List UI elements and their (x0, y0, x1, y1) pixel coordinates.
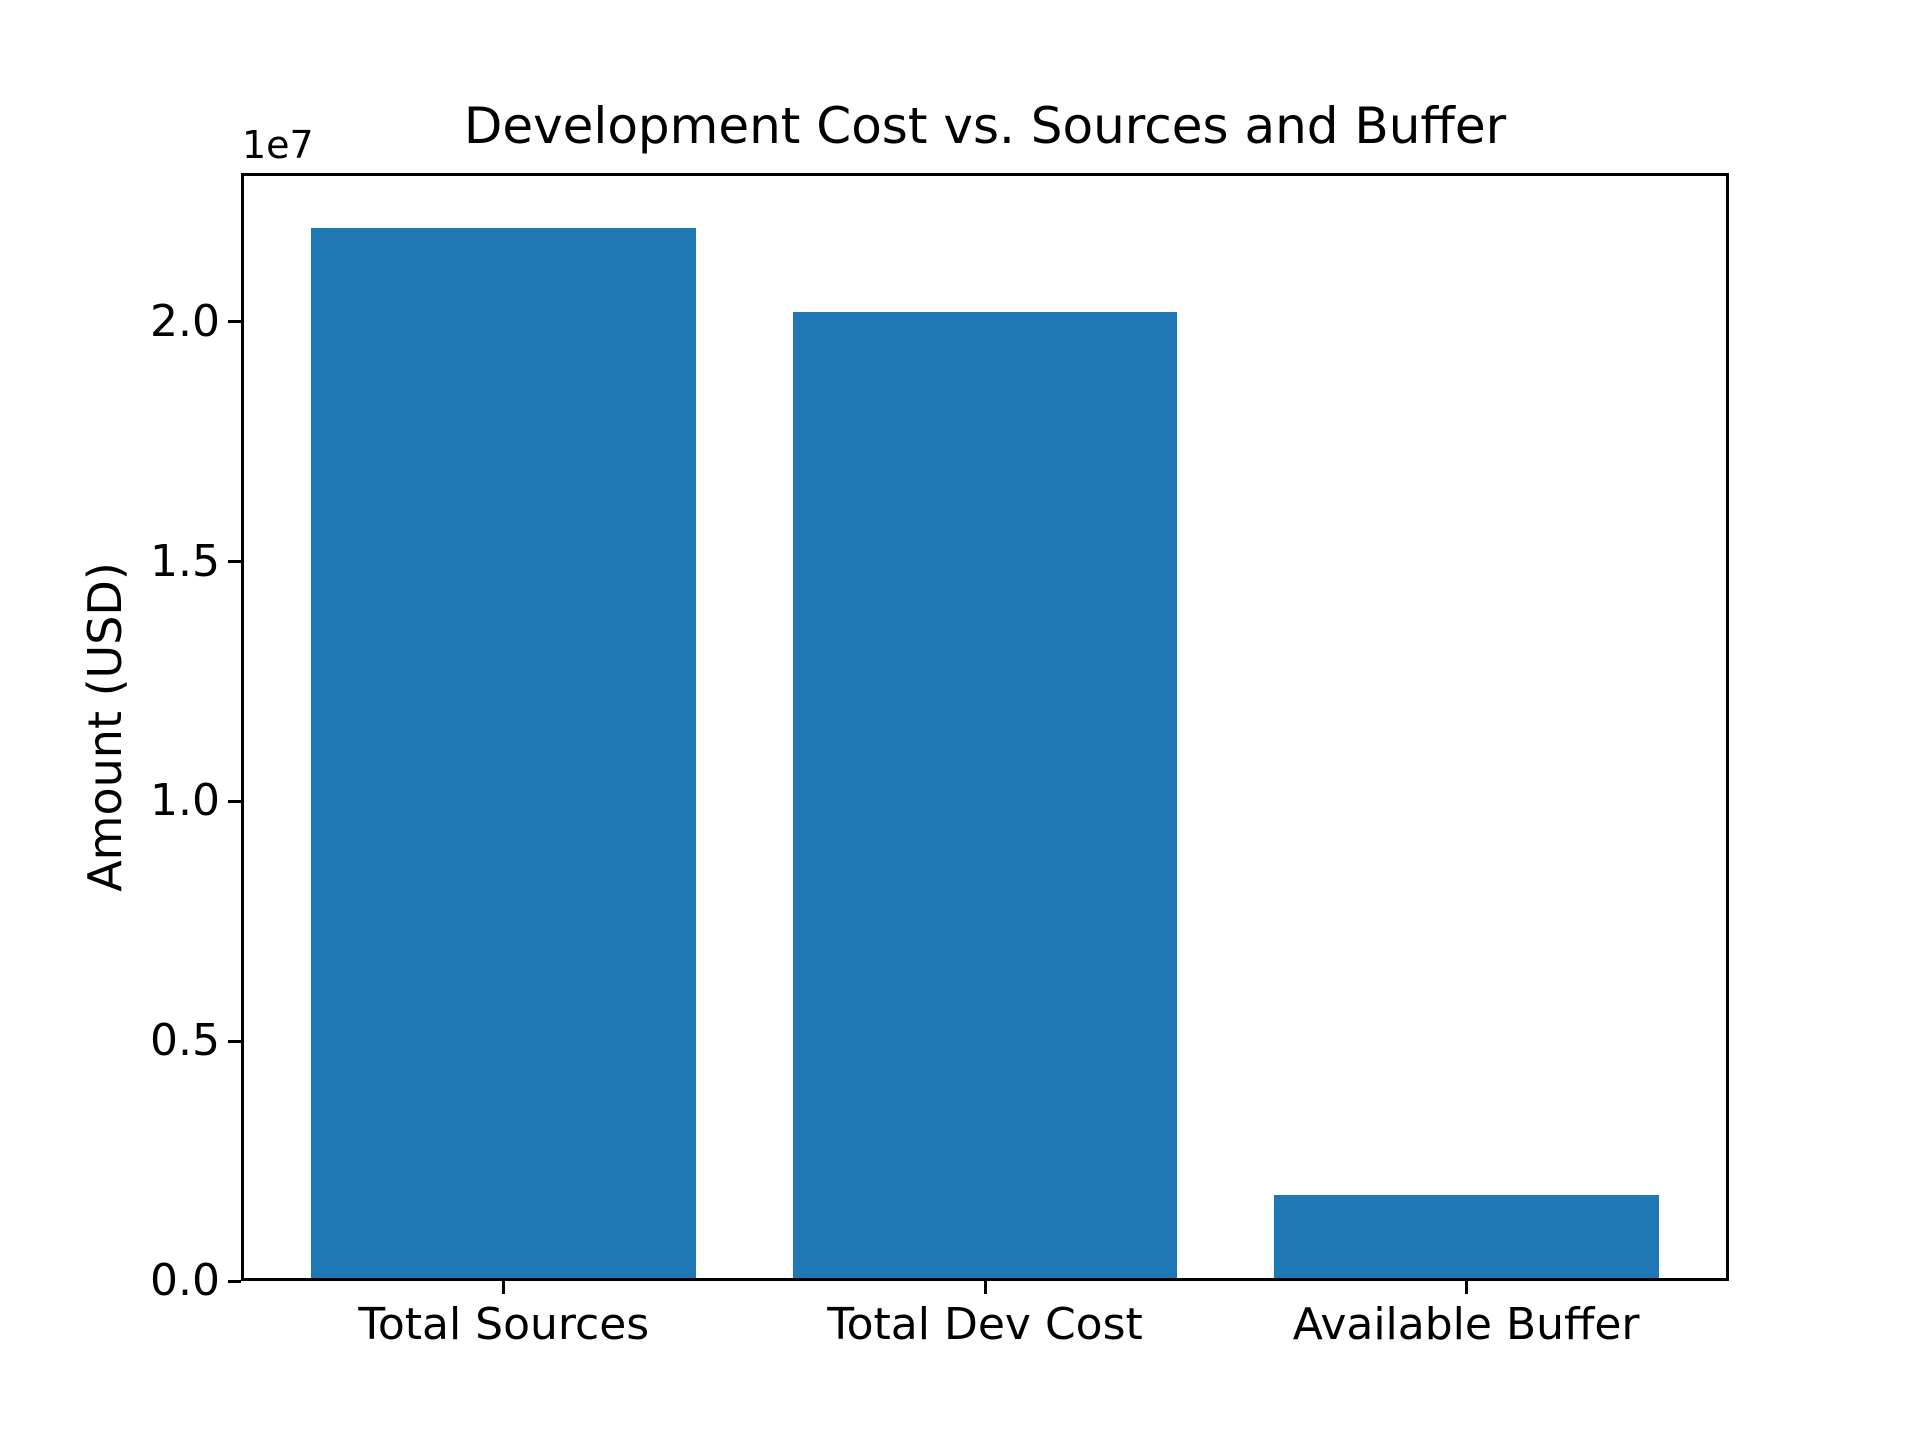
y-tick-mark-1.5 (228, 560, 241, 564)
y-tick-mark-0.5 (228, 1039, 241, 1043)
y-tick-label-1.0: 1.0 (150, 775, 220, 827)
y-tick-mark-2.0 (228, 320, 241, 324)
x-tick-mark-available-buffer (1464, 1281, 1468, 1294)
y-tick-mark-1.0 (228, 799, 241, 803)
x-tick-label-available-buffer: Available Buffer (1292, 1299, 1640, 1350)
y-tick-mark-0.0 (228, 1279, 241, 1283)
y-tick-label-0.0: 0.0 (150, 1255, 220, 1306)
bar-total-dev-cost (792, 311, 1178, 1278)
y-axis-offset-text: 1e7 (242, 123, 314, 167)
bar-available-buffer (1273, 1194, 1659, 1278)
y-tick-label-0.5: 0.5 (150, 1015, 220, 1067)
y-axis-label: Amount (USD) (78, 562, 132, 892)
x-tick-mark-total-sources (502, 1281, 506, 1294)
y-tick-label-1.5: 1.5 (150, 535, 220, 587)
x-tick-label-total-dev-cost: Total Dev Cost (827, 1299, 1143, 1350)
plot-area (241, 173, 1729, 1281)
y-tick-label-2.0: 2.0 (150, 295, 220, 347)
bar-total-sources (311, 228, 697, 1278)
x-tick-label-total-sources: Total Sources (358, 1299, 650, 1350)
x-tick-mark-total-dev-cost (983, 1281, 987, 1294)
chart-title: Development Cost vs. Sources and Buffer (463, 97, 1507, 155)
